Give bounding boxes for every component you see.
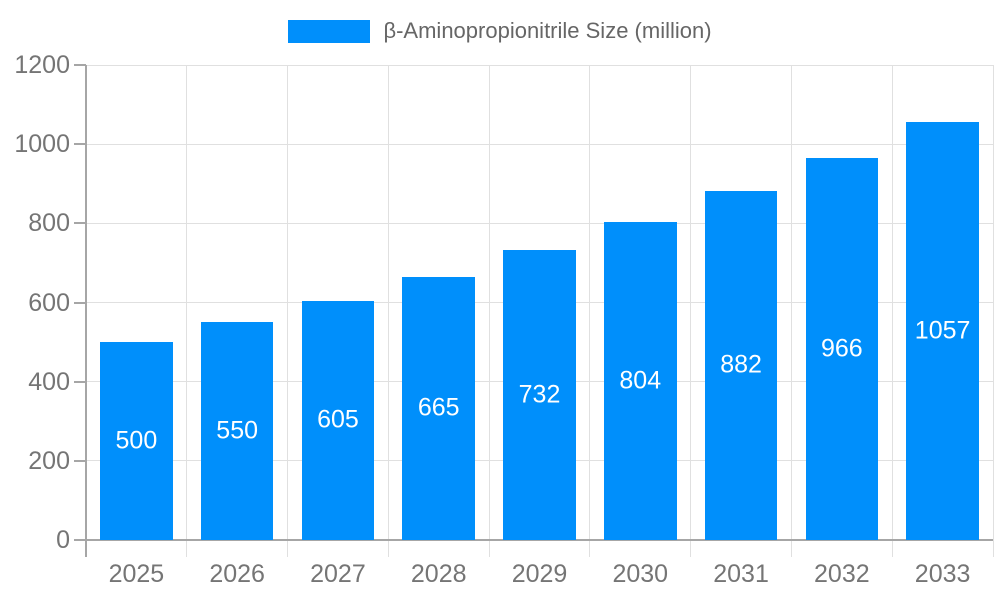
legend-label[interactable]: β-Aminopropionitrile Size (million) xyxy=(383,18,712,43)
x-tick-label: 2025 xyxy=(108,560,165,588)
x-tick-label: 2032 xyxy=(814,560,870,588)
gridline-vertical xyxy=(992,65,994,557)
bar-value-label: 500 xyxy=(115,426,158,455)
gridline-horizontal xyxy=(86,64,993,66)
x-tick-label: 2028 xyxy=(410,560,467,588)
y-tick-label: 1200 xyxy=(14,51,70,79)
y-axis-tick xyxy=(74,380,86,383)
bar[interactable] xyxy=(200,322,274,540)
gridline-vertical xyxy=(690,65,692,557)
x-tick-label: 2030 xyxy=(612,560,669,588)
x-tick-label: 2029 xyxy=(511,560,568,588)
bar-value-label: 882 xyxy=(720,350,762,379)
y-axis-tick xyxy=(74,301,86,304)
legend-swatch[interactable] xyxy=(288,19,371,43)
gridline-vertical xyxy=(488,65,490,557)
y-axis-tick xyxy=(74,459,86,462)
gridline-vertical xyxy=(589,65,591,557)
bar-value-label: 732 xyxy=(518,380,561,409)
y-axis-line xyxy=(85,65,87,557)
bar[interactable] xyxy=(301,300,375,540)
chart-legend: β-Aminopropionitrile Size (million) xyxy=(0,16,1000,46)
gridline-vertical xyxy=(387,65,389,557)
x-tick-label: 2027 xyxy=(310,560,366,588)
x-tick-label: 2026 xyxy=(209,560,265,588)
y-tick-label: 0 xyxy=(56,526,70,554)
x-tick-label: 2031 xyxy=(713,560,769,588)
bar[interactable] xyxy=(704,190,778,540)
y-tick-label: 600 xyxy=(28,288,70,317)
gridline-vertical xyxy=(186,65,188,557)
y-tick-label: 400 xyxy=(28,367,70,396)
bar[interactable] xyxy=(906,121,979,540)
bar[interactable] xyxy=(503,250,576,540)
gridline-horizontal xyxy=(86,222,993,224)
bar[interactable] xyxy=(100,342,173,540)
y-axis-tick xyxy=(74,143,86,146)
bar[interactable] xyxy=(402,276,475,540)
y-axis-tick xyxy=(74,64,86,66)
gridline-vertical xyxy=(790,65,792,557)
y-tick-label: 800 xyxy=(28,209,70,238)
bar-value-label: 804 xyxy=(619,366,662,395)
bar-value-label: 1057 xyxy=(914,316,971,345)
bar-value-label: 665 xyxy=(417,393,460,422)
bar-value-label: 550 xyxy=(216,416,259,445)
gridline-vertical xyxy=(891,65,893,557)
y-tick-label: 200 xyxy=(28,446,70,475)
y-axis-tick xyxy=(74,539,86,541)
y-tick-label: 1000 xyxy=(14,130,70,159)
gridline-horizontal xyxy=(86,143,993,145)
y-axis-tick xyxy=(74,222,86,225)
x-tick-label: 2033 xyxy=(914,560,971,588)
x-axis-line xyxy=(86,539,993,541)
gridline-vertical xyxy=(287,65,289,557)
bar-value-label: 605 xyxy=(317,405,359,434)
bar[interactable] xyxy=(805,157,879,540)
bar[interactable] xyxy=(603,221,677,540)
bar-value-label: 966 xyxy=(820,334,863,363)
